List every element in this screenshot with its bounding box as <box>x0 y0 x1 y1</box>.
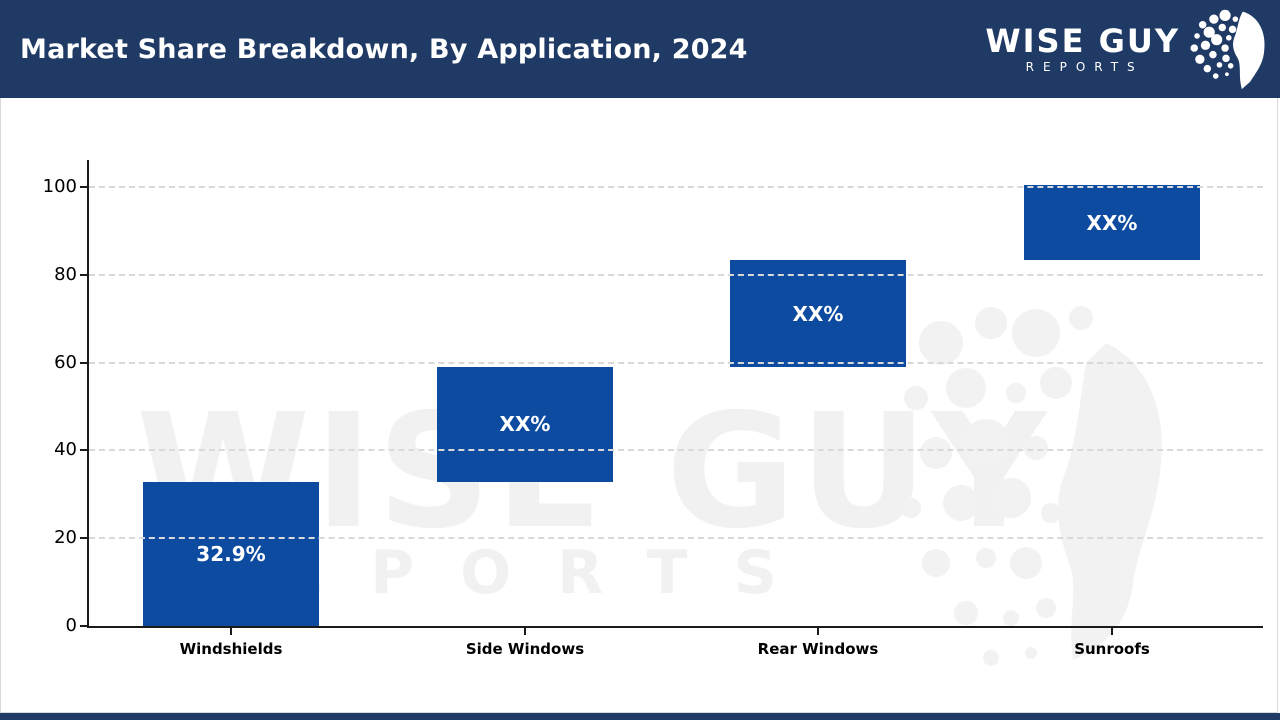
y-tick-label-40: 40 <box>54 439 77 461</box>
y-tick-label-0: 0 <box>65 615 77 636</box>
bar-rear-windows: XX% <box>730 260 906 367</box>
x-category-label-side-windows: Side Windows <box>465 640 585 658</box>
bar-windshields: 32.9% <box>143 481 319 626</box>
y-tick-mark <box>80 537 89 540</box>
logo-subtext: REPORTS <box>1025 59 1144 74</box>
y-tick-mark <box>80 273 89 276</box>
x-tick-mark <box>230 628 232 635</box>
watermark-face-icon <box>901 306 1162 666</box>
plot-area: WISE GUY REPORTS 32.9% XX% XX% XX% 0 20 40 60 80… <box>0 98 1278 713</box>
y-tick-mark <box>80 625 89 627</box>
logo-wordmark: WISE GUY <box>985 21 1180 60</box>
y-tick-label-20: 20 <box>54 527 77 549</box>
grid-line-60 <box>89 361 1263 364</box>
bar-side-windows: XX% <box>437 366 613 482</box>
x-axis-line <box>87 626 1263 628</box>
wise-guy-logo: WISE GUY REPORTS <box>985 7 1268 91</box>
grid-line-80 <box>89 273 1263 276</box>
y-tick-mark <box>80 449 89 452</box>
logo-face-icon <box>1190 9 1265 90</box>
y-tick-label-80: 80 <box>54 263 77 285</box>
footer-bar <box>0 713 1280 720</box>
y-axis-line <box>87 160 89 628</box>
chart-title: Market Share Breakdown, By Application, … <box>20 33 748 65</box>
grid-line-100 <box>89 186 1263 188</box>
y-tick-label-60: 60 <box>54 351 77 373</box>
y-tick-mark <box>80 361 89 364</box>
x-tick-mark <box>1111 628 1113 635</box>
x-category-label-sunroofs: Sunroofs <box>1074 640 1150 658</box>
logo-wordmark-block: WISE GUY REPORTS <box>985 25 1180 74</box>
bar-value-label: XX% <box>1086 210 1138 235</box>
bar-sunroofs: XX% <box>1024 184 1200 261</box>
x-category-label-rear-windows: Rear Windows <box>757 640 879 658</box>
header-bar: Market Share Breakdown, By Application, … <box>0 0 1280 98</box>
x-tick-mark <box>817 628 819 635</box>
x-tick-mark <box>524 628 526 635</box>
grid-line-20 <box>89 537 1263 540</box>
bar-value-label: XX% <box>792 301 844 326</box>
y-tick-mark <box>80 186 89 188</box>
grid-line-40 <box>89 449 1263 452</box>
bar-value-label: XX% <box>499 412 551 437</box>
x-category-label-windshields: Windshields <box>179 640 283 658</box>
y-tick-label-100: 100 <box>42 176 77 197</box>
bar-value-label: 32.9% <box>196 541 266 566</box>
